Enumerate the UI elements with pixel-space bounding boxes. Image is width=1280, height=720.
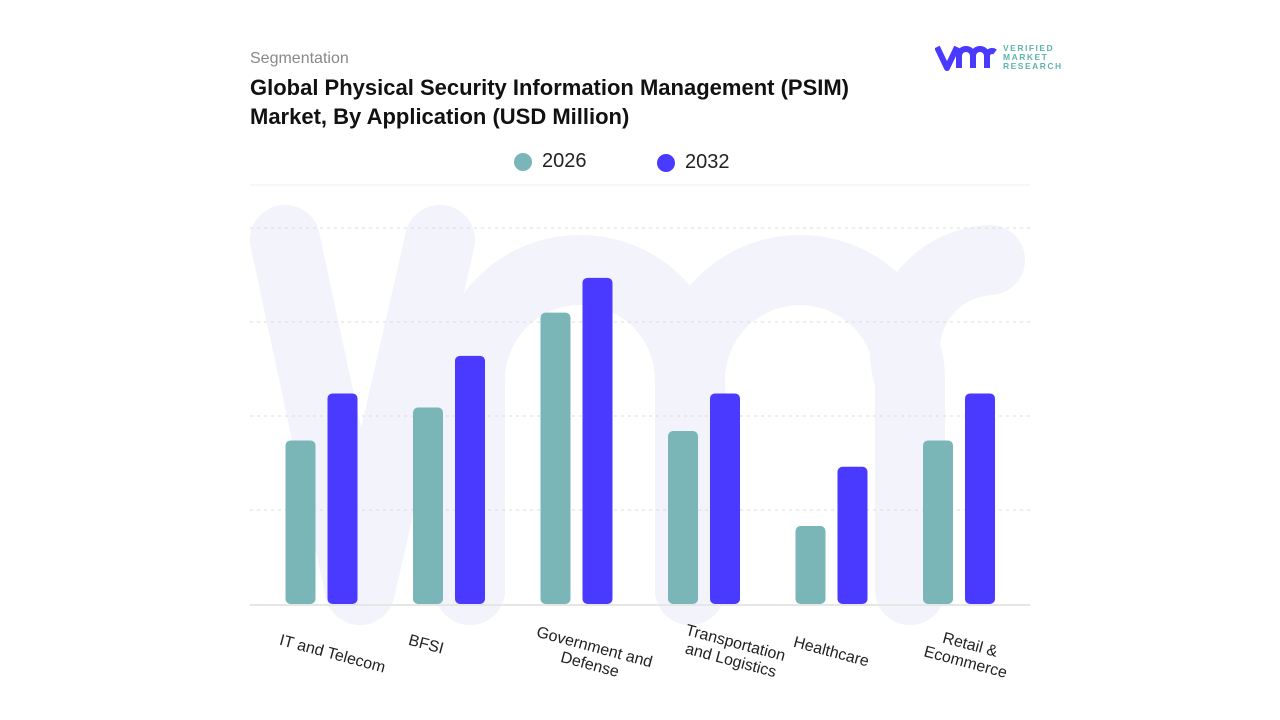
legend-swatch-2032 [657, 153, 675, 172]
bar-2026-5 [923, 440, 953, 604]
bar-2026-1 [413, 407, 443, 604]
legend-label: 2026 [542, 150, 587, 172]
legend-item-2032: 2032 [657, 151, 730, 174]
bar-2026-4 [795, 525, 826, 604]
watermark-logo [250, 205, 1025, 625]
bar-2032-5 [965, 393, 995, 604]
logo-line: RESEARCH [1003, 60, 1063, 71]
legend-item-2026: 2026 [514, 150, 587, 173]
bar-2026-3 [668, 431, 698, 604]
vmr-logo: VERIFIED MARKET RESEARCH [935, 42, 1063, 72]
bar-2032-4 [837, 466, 868, 604]
legend: 2026 2032 [0, 150, 1280, 178]
logo-line: MARKET [1003, 51, 1049, 62]
legend-swatch-2026 [514, 152, 532, 171]
bar-2032-0 [327, 393, 358, 604]
legend-label: 2032 [685, 151, 730, 173]
bar-2032-3 [710, 393, 740, 604]
logo-line: VERIFIED [1003, 42, 1055, 53]
bar-2026-2 [540, 312, 571, 604]
bar-2026-0 [285, 440, 316, 604]
bar-2032-1 [455, 355, 485, 604]
chart-title: Global Physical Security Information Man… [250, 75, 850, 129]
vmr-logo-mark [935, 45, 997, 71]
segment-label: Segmentation [250, 50, 349, 67]
bar-2032-2 [582, 277, 613, 604]
